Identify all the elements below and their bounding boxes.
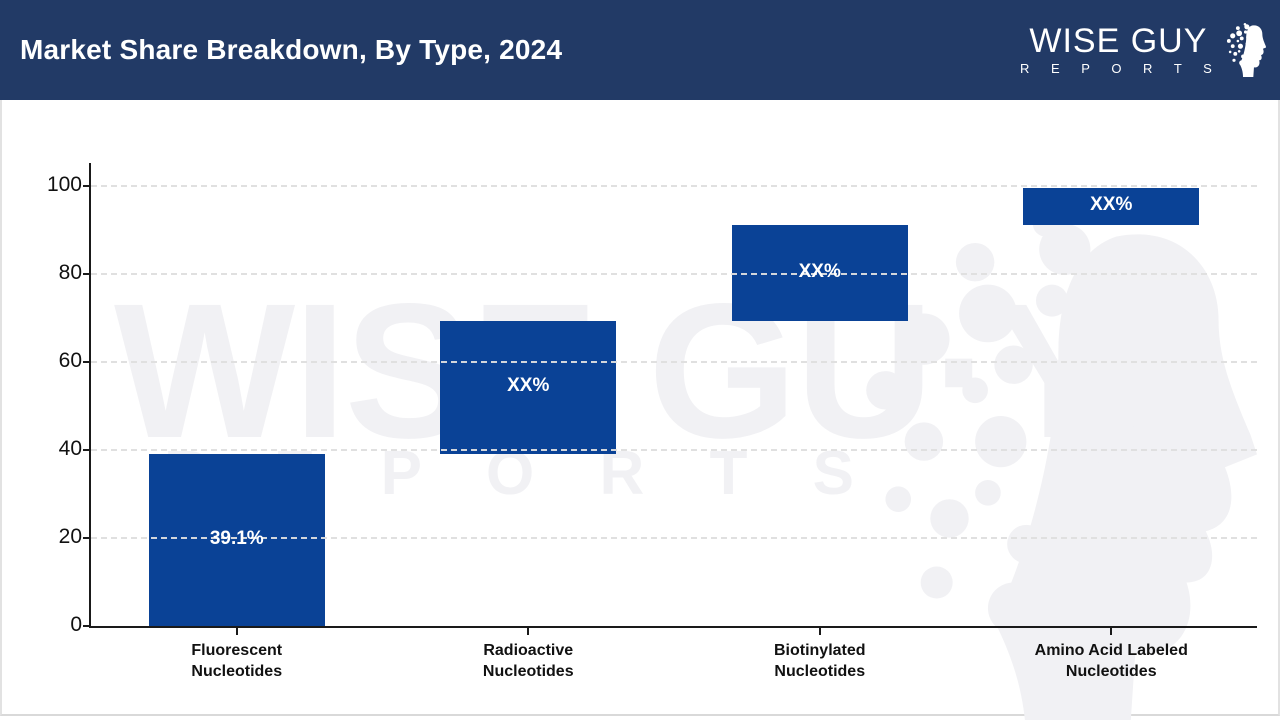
bar-biotinylated-nucleotides [731, 224, 908, 321]
logo-text: WISE GUY R E P O R T S [1016, 24, 1221, 76]
gridline-80 [91, 273, 1257, 275]
y-tick-label: 40 [58, 437, 82, 460]
y-axis-tick [83, 273, 91, 275]
bar-value-label: XX% [507, 375, 550, 397]
category-label: Radioactive Nucleotides [378, 640, 678, 682]
y-tick-label: 0 [70, 613, 82, 636]
x-axis-tick [1110, 628, 1113, 635]
y-axis-tick [83, 449, 91, 451]
category-label-line: Radioactive [483, 642, 574, 659]
category-label-line: Fluorescent [191, 642, 283, 659]
x-axis-spine [89, 626, 1257, 628]
y-tick-label: 100 [46, 173, 82, 196]
y-tick-label: 20 [58, 525, 82, 548]
page-title: Market Share Breakdown, By Type, 2024 [20, 34, 563, 65]
bar-radioactive-nucleotides [440, 320, 617, 454]
y-axis-tick [83, 361, 91, 363]
category-label-line: Nucleotides [482, 663, 574, 680]
logo-name: WISE GUY [1029, 22, 1208, 60]
category-label: Biotinylated Nucleotides [670, 640, 970, 682]
chart-area: WISE GU·Y R E P O R T S 0 20 40 60 80 100 39.1… [0, 100, 1280, 720]
logo-subtitle: R E P O R T S [1020, 61, 1221, 76]
gridline-20 [91, 537, 1257, 539]
header-bar: Market Share Breakdown, By Type, 2024 WI… [0, 0, 1280, 100]
category-label-line: Biotinylated [773, 642, 866, 659]
category-label: Fluorescent Nucleotides [87, 640, 387, 682]
bar-value-label: 39.1% [209, 527, 264, 549]
y-axis-tick [83, 625, 91, 627]
y-tick-label: 60 [58, 349, 82, 372]
category-label-line: Amino Acid Labeled [1034, 642, 1188, 659]
y-axis-tick [83, 537, 91, 539]
x-axis-tick [527, 628, 530, 635]
category-label: Amino Acid Labeled Nucleotides [961, 640, 1261, 682]
wise-guy-logo: WISE GUY R E P O R T S [1016, 6, 1266, 94]
gridline-40 [91, 449, 1257, 451]
category-label-line: Nucleotides [1065, 663, 1157, 680]
gridline-100 [91, 185, 1257, 187]
x-axis-tick [818, 628, 821, 635]
bar-amino-acid-labeled-nucleotides [1023, 188, 1200, 225]
bar-value-label: XX% [798, 260, 841, 282]
x-axis-tick [235, 628, 238, 635]
bar-value-label: XX% [1090, 194, 1133, 216]
y-axis-spine [89, 163, 91, 628]
y-axis-tick [83, 185, 91, 187]
category-label-line: Nucleotides [774, 663, 866, 680]
gridline-60 [91, 361, 1257, 363]
category-label-line: Nucleotides [191, 663, 283, 680]
y-tick-label: 80 [58, 261, 82, 284]
face-profile-icon [1226, 22, 1266, 78]
bar-fluorescent-nucleotides [148, 453, 325, 626]
watermark-logo-text: WISE GU·Y [114, 263, 1122, 478]
